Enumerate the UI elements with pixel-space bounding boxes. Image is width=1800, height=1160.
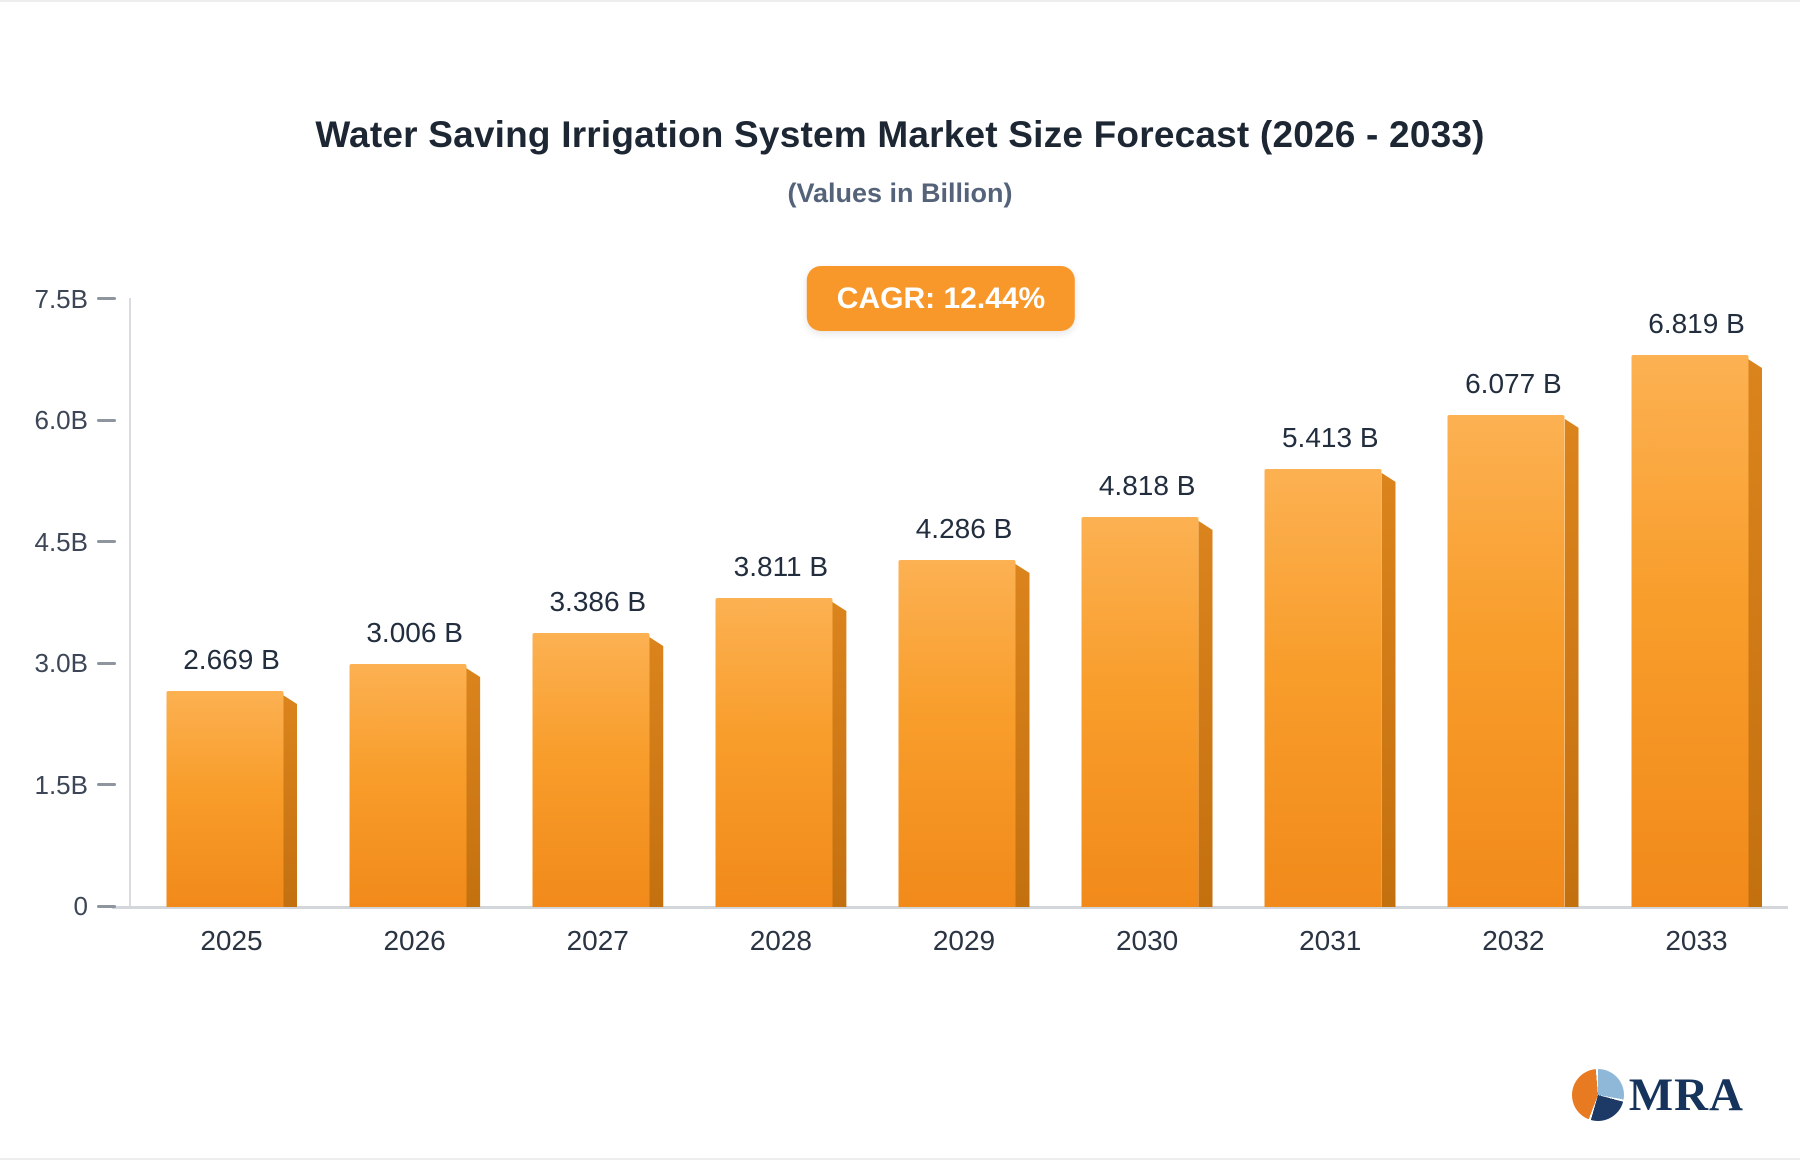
bar-side-face xyxy=(466,668,481,907)
bar-value-label: 6.077 B xyxy=(1465,368,1562,399)
bar xyxy=(715,598,847,907)
bar xyxy=(532,633,664,907)
bar-value-label: 3.386 B xyxy=(549,586,647,617)
y-tick-mark xyxy=(97,540,116,543)
y-tick-mark xyxy=(97,297,116,300)
bar-main-face xyxy=(1447,415,1565,907)
bar xyxy=(166,691,297,907)
x-axis-label: 2025 xyxy=(200,925,263,956)
bar xyxy=(1264,469,1396,907)
cagr-badge: CAGR: 12.44% xyxy=(806,266,1076,331)
bar xyxy=(1631,355,1762,907)
chart-subtitle: (Values in Billion) xyxy=(787,178,1013,208)
bar-main-face xyxy=(166,691,283,907)
bar-main-face xyxy=(1631,355,1748,907)
bar xyxy=(898,560,1030,907)
bar-value-label: 4.818 B xyxy=(1098,470,1196,501)
x-axis-label: 2026 xyxy=(383,925,446,956)
bar-group: 6.077 B 2032 xyxy=(1422,299,1605,956)
bar-value-label: 6.819 B xyxy=(1648,308,1745,339)
bar-side-face xyxy=(1564,419,1579,907)
x-axis-label: 2031 xyxy=(1299,925,1362,956)
y-tick-label: 3.0B xyxy=(34,648,89,678)
y-tick-label: 7.5B xyxy=(34,283,89,314)
chart-title: Water Saving Irrigation System Market Si… xyxy=(315,114,1485,155)
bar-side-face xyxy=(1015,564,1030,907)
y-tick-label: 0 xyxy=(73,891,88,921)
bar-main-face xyxy=(1081,517,1199,907)
bar-value-label: 3.006 B xyxy=(366,617,463,648)
bar-value-label: 4.286 B xyxy=(915,513,1013,544)
bar-group: 3.386 B 2027 xyxy=(506,299,689,956)
bar-side-face xyxy=(649,637,664,907)
x-axis-label: 2027 xyxy=(566,925,629,956)
x-axis-label: 2029 xyxy=(932,925,996,956)
y-tick-mark xyxy=(97,418,116,422)
bar-group: 2.669 B 2025 xyxy=(140,299,323,956)
bar-value-label: 2.669 B xyxy=(183,644,280,675)
y-tick-mark xyxy=(97,661,116,665)
bar xyxy=(1447,415,1579,907)
y-axis-line xyxy=(129,298,131,908)
y-tick-label: 6.0B xyxy=(34,405,89,435)
x-axis-label: 2030 xyxy=(1115,925,1179,956)
bar-main-face xyxy=(715,598,833,907)
bar-side-face xyxy=(1748,359,1762,907)
bar-group: 3.811 B 2028 xyxy=(689,299,872,956)
bar-group: 6.819 B 2033 xyxy=(1605,299,1788,956)
y-tick-label: 4.5B xyxy=(34,526,89,557)
bars-container: 2.669 B 2025 3.006 B 2026 3.386 B 2027 3.811 B… xyxy=(140,299,1788,956)
x-axis-baseline xyxy=(112,906,1788,909)
bar-side-face xyxy=(1198,521,1213,907)
bar-side-face xyxy=(1381,473,1396,907)
bar-group: 5.413 B 2031 xyxy=(1239,299,1422,956)
bar-main-face xyxy=(532,633,650,907)
bar-value-label: 5.413 B xyxy=(1281,422,1379,453)
bar-side-face xyxy=(832,602,847,907)
bar-group: 4.818 B 2030 xyxy=(1056,299,1239,956)
bar-value-label: 3.811 B xyxy=(733,551,829,582)
bar-group: 3.006 B 2026 xyxy=(323,299,506,956)
bar-main-face xyxy=(349,664,467,907)
x-axis-label: 2033 xyxy=(1665,925,1728,956)
mra-logo: MRA xyxy=(1571,1068,1744,1122)
y-tick-mark xyxy=(97,904,116,908)
x-axis-label: 2032 xyxy=(1482,925,1545,956)
y-tick-label: 1.5B xyxy=(34,769,89,800)
y-tick-mark xyxy=(97,783,116,786)
logo-text: MRA xyxy=(1628,1069,1744,1121)
bar xyxy=(1081,517,1213,907)
pie-logo-icon xyxy=(1571,1069,1624,1121)
bar xyxy=(349,664,481,907)
x-axis-label: 2028 xyxy=(749,925,813,956)
bar-side-face xyxy=(283,695,297,907)
bar-main-face xyxy=(1264,469,1382,907)
bar-group: 4.286 B 2029 xyxy=(873,299,1056,956)
bar-main-face xyxy=(898,560,1016,907)
